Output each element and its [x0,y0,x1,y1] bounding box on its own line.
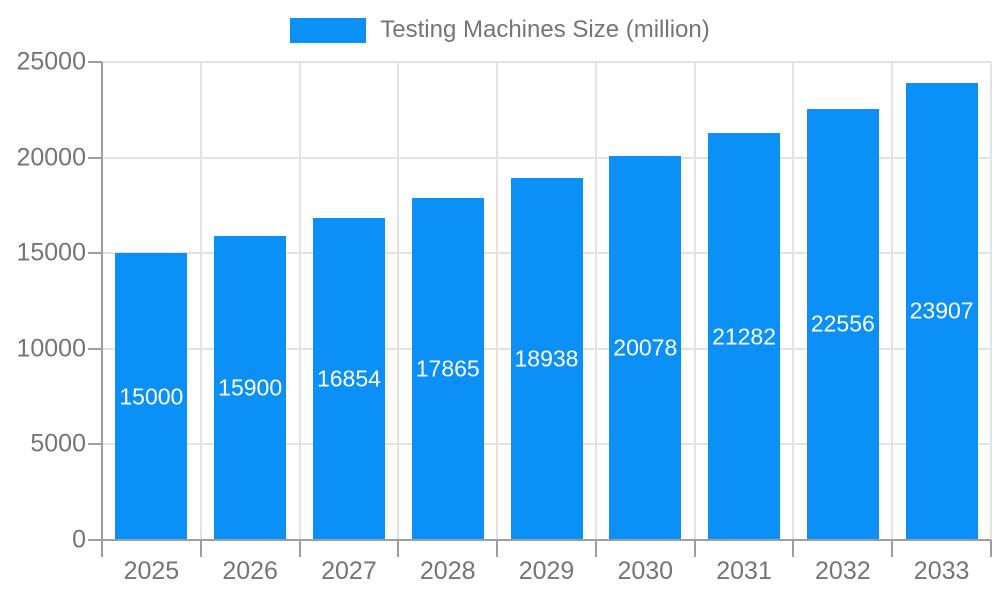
y-axis-tick-label: 20000 [16,143,86,172]
x-axis-tick [496,540,499,557]
bar-2028[interactable] [411,198,484,540]
gridline-vertical [199,62,202,540]
bar-value-label: 22556 [810,310,875,337]
legend-label[interactable]: Testing Machines Size (million) [380,16,710,43]
gridline-vertical [990,62,992,540]
y-axis-tick [88,443,102,446]
bar-value-label: 23907 [909,297,974,324]
x-axis-line [88,539,991,541]
gridline-horizontal [102,156,991,159]
gridline-vertical [594,62,597,540]
x-axis-tick [990,540,992,557]
x-axis-tick [199,540,202,557]
bar-2025[interactable] [115,253,188,540]
x-axis-tick [693,540,696,557]
gridline-horizontal [102,61,991,63]
bar-value-label: 17865 [415,355,480,382]
x-axis-tick-label: 2033 [913,557,970,585]
bar-2030[interactable] [609,156,682,540]
bar-value-label: 15000 [119,383,184,410]
y-axis-tick [88,61,102,63]
bar-2031[interactable] [708,133,781,540]
y-axis-line [101,62,103,557]
y-axis-tick [88,539,102,541]
bar-value-label: 15900 [218,374,283,401]
y-axis-tick-label: 5000 [30,429,86,458]
x-axis-tick-label: 2029 [518,557,575,585]
bar-value-label: 21282 [712,323,777,350]
x-axis-tick [891,540,894,557]
y-axis-tick-label: 10000 [16,334,86,363]
gridline-vertical [891,62,894,540]
y-axis-tick [88,347,102,350]
y-axis-tick-label: 15000 [16,238,86,267]
gridline-vertical [792,62,795,540]
bar-2027[interactable] [312,217,385,540]
x-axis-tick-label: 2032 [815,557,871,585]
x-axis-tick-label: 2027 [321,557,377,585]
bar-value-label: 20078 [613,334,678,361]
y-axis-tick-label: 0 [72,525,86,554]
bar-value-label: 16854 [316,365,381,392]
x-axis-tick [792,540,795,557]
bar-2029[interactable] [510,177,583,540]
y-axis-tick [88,252,102,255]
gridline-vertical [298,62,301,540]
legend-swatch[interactable] [290,17,367,43]
bar-2033[interactable] [905,82,978,540]
bar-2032[interactable] [806,108,879,540]
x-axis-tick-label: 2026 [222,557,278,585]
x-axis-tick-label: 2030 [617,557,674,585]
gridline-vertical [397,62,400,540]
x-axis-tick [594,540,597,557]
x-axis-tick [397,540,400,557]
x-axis-tick-label: 2028 [419,557,476,585]
bar-value-label: 18938 [514,345,579,372]
x-axis-tick-label: 2031 [716,557,772,585]
legend: Testing Machines Size (million) [0,10,1000,50]
x-axis-tick-label: 2025 [123,557,180,585]
gridline-vertical [693,62,696,540]
x-axis-tick [101,540,103,557]
gridline-vertical [496,62,499,540]
x-axis-tick [298,540,301,557]
y-axis-tick-label: 25000 [16,47,86,76]
y-axis-tick [88,156,102,159]
bar-2026[interactable] [214,235,287,540]
